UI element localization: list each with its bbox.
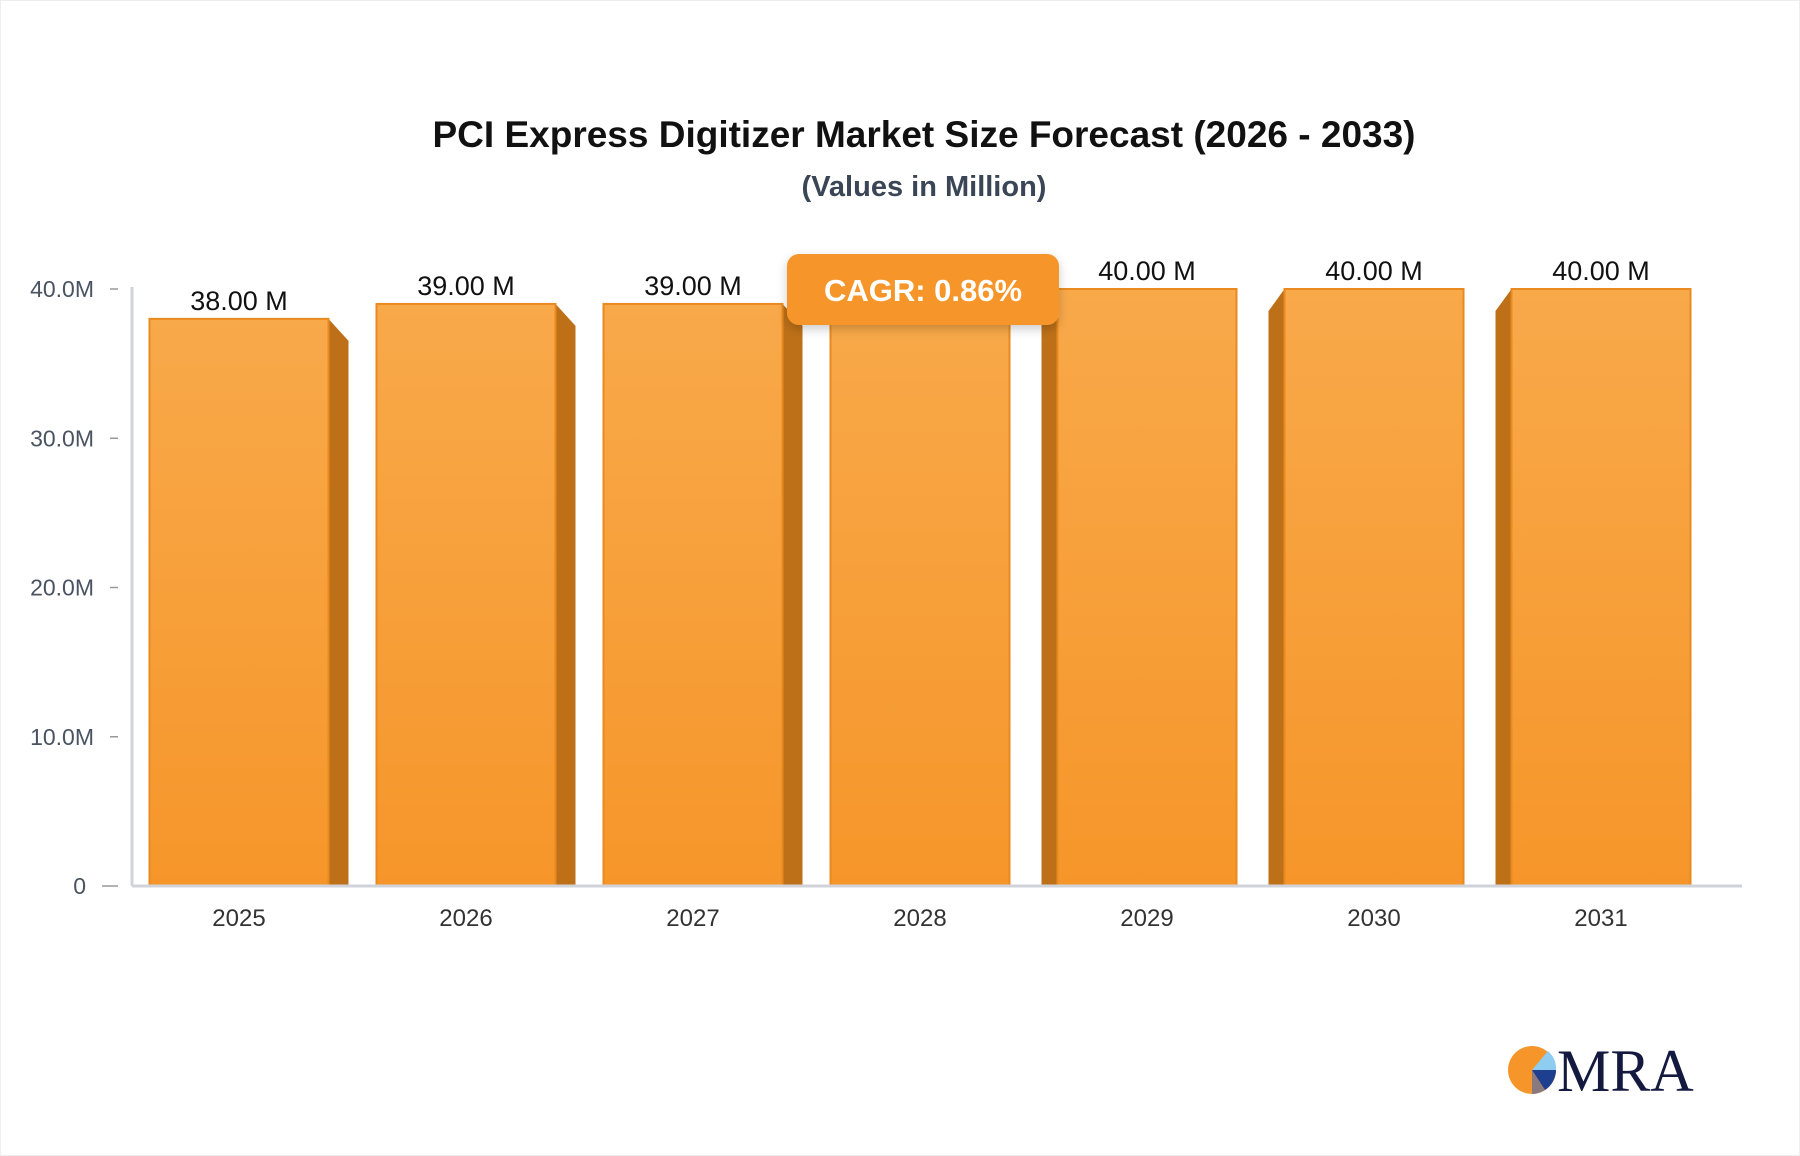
logo-pie-slice	[1532, 1051, 1557, 1070]
y-tick-label: 0	[73, 873, 86, 899]
bar-side	[555, 303, 576, 886]
x-axis: 2025 2026 2027 2028 2029 2030 2031	[132, 884, 1742, 932]
bar-2026	[375, 302, 557, 887]
bar-2029	[1056, 288, 1238, 887]
mra-logo: MRA	[1508, 1038, 1694, 1104]
x-tick-label: 2030	[1347, 905, 1400, 932]
x-tick-label: 2027	[666, 905, 719, 932]
x-tick-label: 2029	[1120, 905, 1173, 932]
x-tick-label: 2025	[212, 905, 265, 932]
cagr-badge-bg	[787, 254, 1059, 325]
cagr-badge	[787, 254, 1059, 325]
data-label: 38.00 M	[190, 286, 288, 316]
bar-2030	[1283, 288, 1465, 887]
cagr-label: CAGR: 0.86%	[824, 273, 1022, 308]
logo-pie-slice	[1532, 1070, 1556, 1090]
bar-2031	[1510, 288, 1692, 887]
y-tick-label: 40.0M	[30, 276, 94, 302]
chart-title: PCI Express Digitizer Market Size Foreca…	[433, 114, 1416, 155]
bar-2027	[602, 302, 784, 887]
y-tick-label: 10.0M	[30, 724, 94, 750]
bar-2028	[829, 295, 1011, 887]
logo-pie-slice	[1532, 1070, 1545, 1094]
logo-text: MRA	[1557, 1038, 1694, 1104]
x-tick-label: 2028	[893, 905, 946, 932]
bar-side	[1268, 289, 1285, 886]
y-tick-label: 20.0M	[30, 575, 94, 601]
data-label: 39.00 M	[417, 271, 515, 301]
data-label: 40.00 M	[1552, 256, 1650, 286]
bar-side	[328, 318, 349, 887]
data-label: 39.00 M	[644, 271, 742, 301]
bar-2025	[148, 317, 330, 888]
bar-side	[1495, 289, 1512, 886]
bars: 38.00 M 39.00 M 39.00 M 40.00 M 40.00 M 40.00…	[148, 256, 1692, 888]
y-tick-label: 30.0M	[30, 425, 94, 451]
bar-side	[1041, 289, 1058, 886]
y-axis: 0 10.0M 20.0M 30.0M 40.0M	[30, 276, 134, 899]
x-tick-label: 2026	[439, 905, 492, 932]
x-tick-label: 2031	[1574, 905, 1627, 932]
chart-subtitle: (Values in Million)	[802, 171, 1047, 203]
data-label: 40.00 M	[1325, 256, 1423, 286]
data-label: 40.00 M	[1098, 256, 1196, 286]
bar-side	[782, 303, 803, 886]
